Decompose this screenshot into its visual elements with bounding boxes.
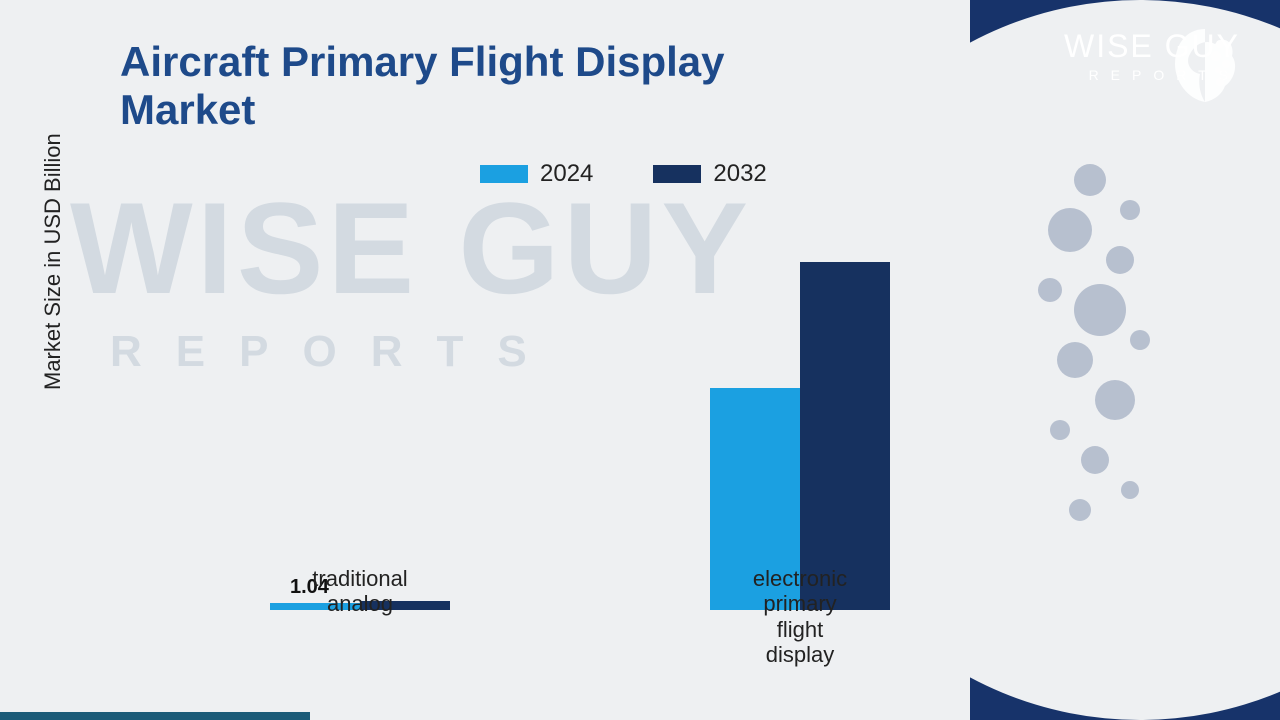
y-axis-label: Market Size in USD Billion: [40, 133, 66, 390]
category-text: electronicprimaryflightdisplay: [753, 566, 847, 667]
arc-dots-decoration: [880, 140, 1160, 560]
bottom-accent-bar: [0, 712, 310, 720]
bar-chart: 1.04 traditionalanalog electronicprimary…: [100, 180, 900, 610]
bar-group-electronic-pfd: [710, 230, 890, 610]
bar-group-traditional-analog: 1.04: [270, 230, 450, 610]
plot-area: 1.04: [100, 230, 900, 610]
logo-head-icon: [1170, 24, 1240, 104]
bar-2032-electronic-pfd: [800, 262, 890, 610]
infographic-page: WISE GUY REPORTS Aircraft Primary Flight…: [0, 0, 1280, 720]
category-label-traditional-analog: traditionalanalog: [250, 566, 470, 617]
category-text: traditionalanalog: [312, 566, 407, 616]
chart-title: Aircraft Primary Flight Display Market: [120, 38, 820, 135]
category-label-electronic-pfd: electronicprimaryflightdisplay: [690, 566, 910, 667]
